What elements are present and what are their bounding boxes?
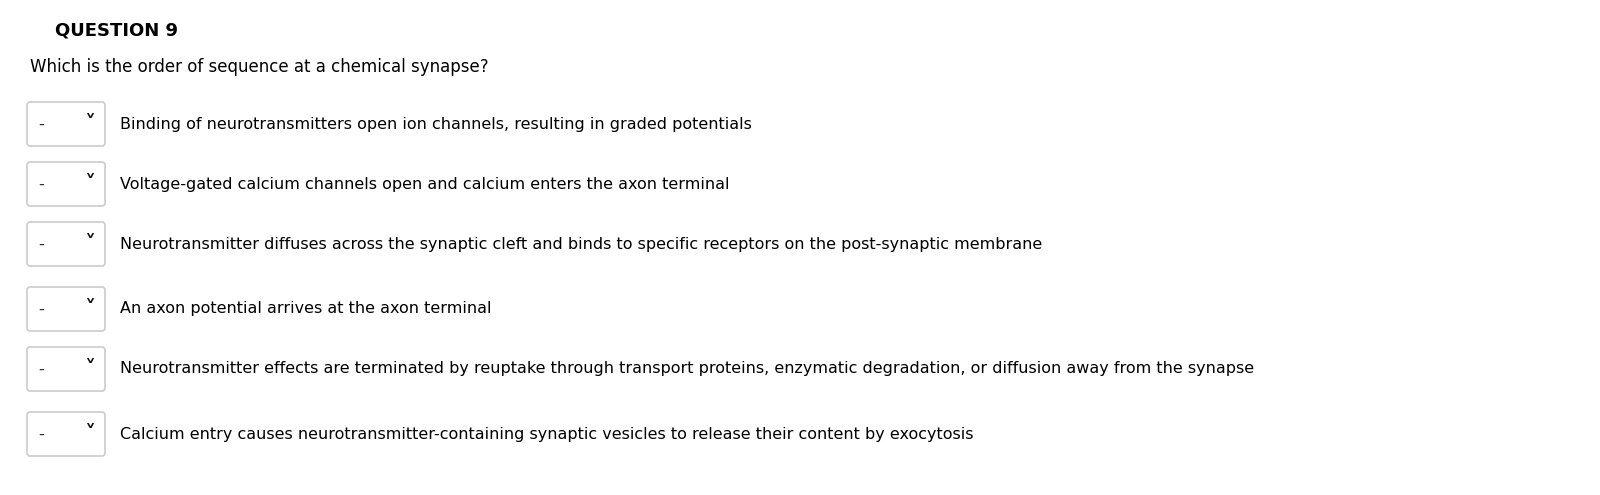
- Text: ˅: ˅: [85, 234, 96, 254]
- Text: ˅: ˅: [85, 299, 96, 319]
- Text: ˅: ˅: [85, 174, 96, 194]
- FancyBboxPatch shape: [27, 102, 106, 146]
- Text: QUESTION 9: QUESTION 9: [54, 22, 178, 40]
- Text: Which is the order of sequence at a chemical synapse?: Which is the order of sequence at a chem…: [30, 58, 488, 76]
- Text: -: -: [38, 116, 43, 132]
- FancyBboxPatch shape: [27, 347, 106, 391]
- Text: Voltage-gated calcium channels open and calcium enters the axon terminal: Voltage-gated calcium channels open and …: [120, 177, 730, 192]
- FancyBboxPatch shape: [27, 222, 106, 266]
- Text: ˅: ˅: [85, 359, 96, 379]
- Text: Neurotransmitter effects are terminated by reuptake through transport proteins, : Neurotransmitter effects are terminated …: [120, 361, 1254, 377]
- Text: -: -: [38, 361, 43, 377]
- Text: Calcium entry causes neurotransmitter-containing synaptic vesicles to release th: Calcium entry causes neurotransmitter-co…: [120, 427, 973, 442]
- Text: -: -: [38, 177, 43, 192]
- Text: -: -: [38, 427, 43, 442]
- Text: Neurotransmitter diffuses across the synaptic cleft and binds to specific recept: Neurotransmitter diffuses across the syn…: [120, 237, 1042, 251]
- Text: An axon potential arrives at the axon terminal: An axon potential arrives at the axon te…: [120, 301, 491, 316]
- FancyBboxPatch shape: [27, 162, 106, 206]
- FancyBboxPatch shape: [27, 412, 106, 456]
- Text: Binding of neurotransmitters open ion channels, resulting in graded potentials: Binding of neurotransmitters open ion ch…: [120, 116, 752, 132]
- Text: ˅: ˅: [85, 114, 96, 134]
- Text: -: -: [38, 301, 43, 316]
- Text: ˅: ˅: [85, 424, 96, 444]
- Text: -: -: [38, 237, 43, 251]
- FancyBboxPatch shape: [27, 287, 106, 331]
